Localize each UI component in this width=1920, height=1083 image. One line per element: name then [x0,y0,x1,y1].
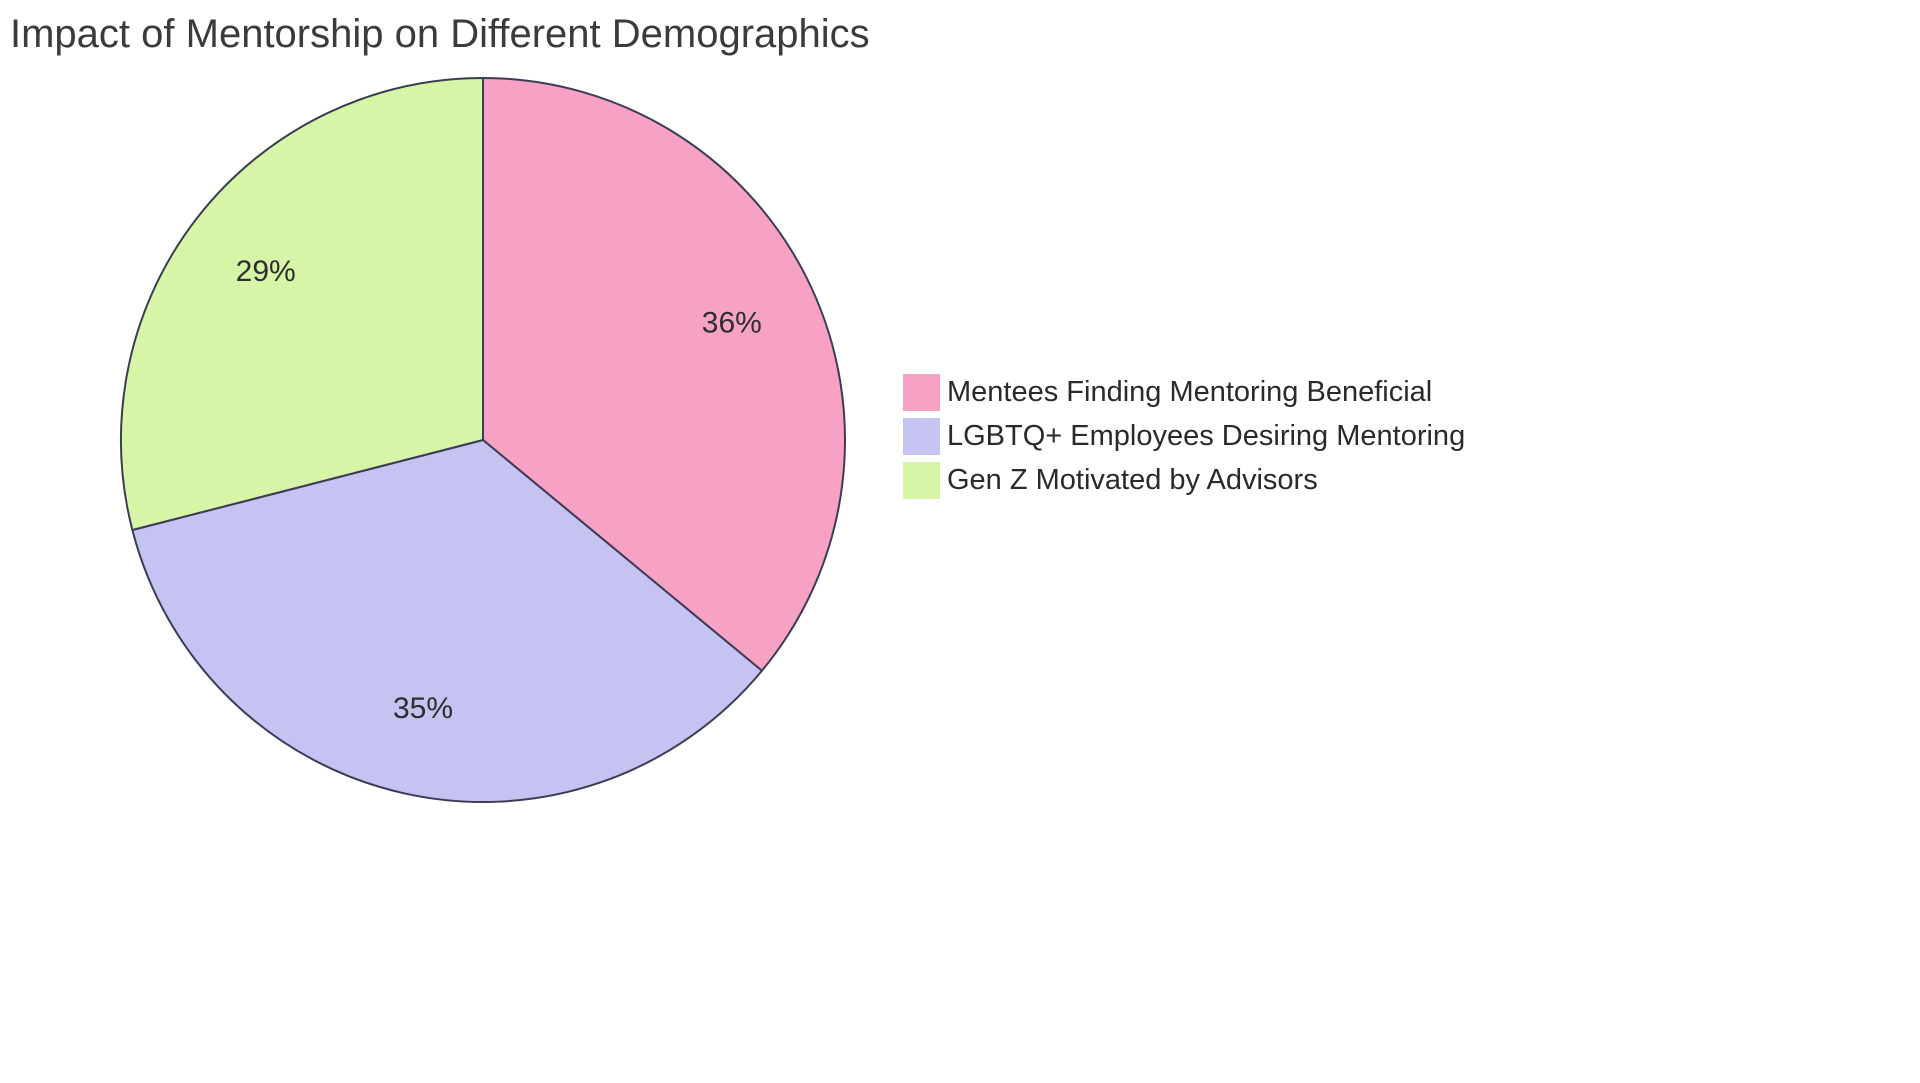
legend-label-2: Gen Z Motivated by Advisors [947,464,1318,496]
legend-swatch-2 [903,462,940,499]
pie-slice-1 [131,439,763,803]
slice-percentage-label-2: 29% [236,255,296,288]
pie-slice-2 [120,77,484,532]
legend-label-1: LGBTQ+ Employees Desiring Mentoring [947,420,1466,452]
slice-percentage-label-1: 35% [393,692,453,725]
legend-swatch-0 [903,374,940,411]
legend-item-0: Mentees Finding Mentoring Beneficial [903,374,1465,411]
legend-label-0: Mentees Finding Mentoring Beneficial [947,376,1433,408]
legend-item-1: LGBTQ+ Employees Desiring Mentoring [903,418,1465,455]
legend-swatch-1 [903,418,940,455]
chart-title: Impact of Mentorship on Different Demogr… [10,12,870,56]
pie-slice-0 [482,77,847,672]
legend-item-2: Gen Z Motivated by Advisors [903,462,1465,499]
legend: Mentees Finding Mentoring Beneficial LGBT… [903,374,1465,499]
slice-percentage-label-0: 36% [702,306,762,339]
